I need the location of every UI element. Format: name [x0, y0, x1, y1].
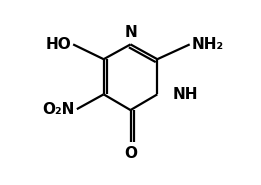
Text: O₂N: O₂N — [43, 102, 75, 117]
Text: O: O — [124, 146, 137, 161]
Text: N: N — [124, 25, 137, 40]
Text: HO: HO — [46, 37, 71, 52]
Text: NH: NH — [173, 87, 199, 102]
Text: NH₂: NH₂ — [192, 37, 224, 52]
